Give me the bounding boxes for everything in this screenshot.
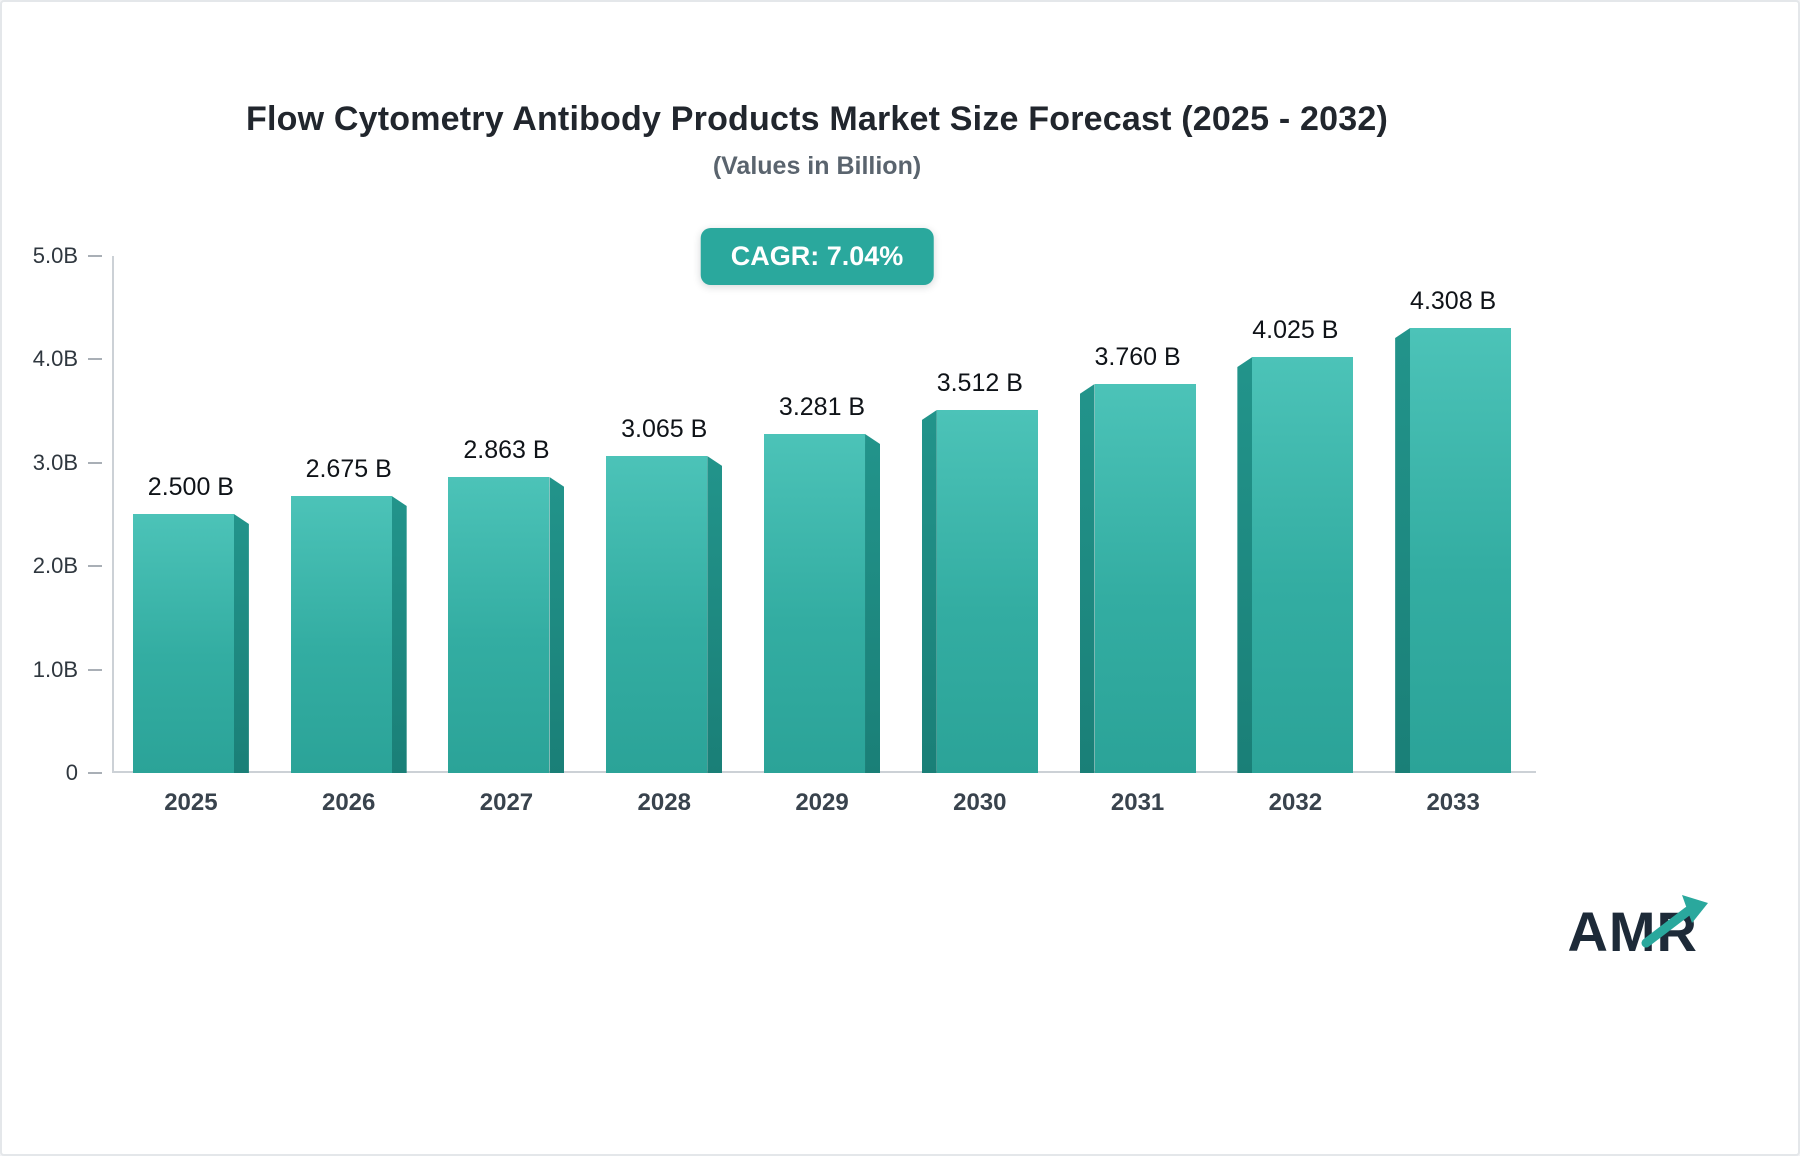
bar-side-shade [233,514,249,773]
y-axis-tick-mark [88,461,102,464]
chart-subtitle: (Values in Billion) [712,152,922,180]
y-axis-tick-label: 4.0B [32,346,78,372]
bar-face [606,456,708,773]
bar-value-label: 3.760 B [1094,343,1181,371]
bar-2033[interactable] [1395,328,1512,773]
bar-group-2029: 3.281 B 2029 [743,256,901,816]
y-axis-tick-label: 2.0B [32,553,78,579]
y-axis-tick-mark [88,772,102,774]
bar-side-shade [865,434,881,773]
x-axis-label: 2029 [795,789,849,816]
bar-value-label: 2.675 B [305,455,392,483]
bar-2031[interactable] [1079,384,1196,773]
bar-face [1410,328,1512,773]
y-axis-tick-mark [88,565,102,568]
y-axis-tick-label: 1.0B [32,656,78,682]
bar-2028[interactable] [606,456,723,773]
bar-face [1252,357,1354,773]
amr-logo-text: AMR [1567,900,1698,963]
bar-group-2031: 3.760 B 2031 [1059,256,1217,816]
bar-value-label: 3.512 B [936,369,1023,397]
y-axis-tick-mark [88,668,102,671]
bar-side-shade [921,410,937,773]
bar-side-shade [549,477,565,773]
bar-face [764,434,866,773]
bar-group-2032: 4.025 B 2032 [1216,256,1374,816]
y-axis-tick-mark [88,255,102,257]
bar-2029[interactable] [764,434,881,773]
bar-value-label: 2.500 B [147,473,234,501]
x-axis-label: 2028 [637,789,691,816]
y-axis-tick-label: 3.0B [32,449,78,475]
bar-side-shade [1079,384,1095,773]
bar-face [290,496,392,773]
plot-area: 2.500 B 2025 2.675 B 2026 2.863 B 2027 3.065 B… [33,243,1532,816]
x-axis-label: 2030 [953,789,1007,816]
y-axis-tick-label: 5.0B [32,243,78,268]
bar-value-label: 3.065 B [621,415,708,443]
bar-face [448,477,550,773]
bar-side-shade [391,496,407,773]
bar-2030[interactable] [921,410,1038,773]
x-axis-label: 2026 [321,789,376,816]
x-axis-label: 2027 [479,789,534,816]
bar-value-label: 4.308 B [1410,287,1497,315]
x-axis-label: 2033 [1426,789,1480,816]
bar-2027[interactable] [448,477,565,773]
bar-face [936,410,1038,773]
bar-side-shade [1237,357,1253,773]
growth-arrow-icon [1641,895,1708,948]
y-axis-tick-label: 0 [65,760,78,785]
y-axis-line [112,256,114,773]
bar-2032[interactable] [1237,357,1354,773]
chart-title: Flow Cytometry Antibody Products Market … [245,100,1388,138]
bar-group-2027: 2.863 B 2027 [428,256,586,816]
bar-group-2033: 4.308 B 2033 [1374,256,1532,816]
x-axis-label: 2025 [164,789,218,816]
x-axis-label: 2031 [1110,789,1165,816]
bar-face [132,514,234,773]
bar-2025[interactable] [132,514,249,773]
y-axis-tick-mark [88,358,102,361]
bar-group-2028: 3.065 B 2028 [585,256,743,816]
bar-value-label: 2.863 B [463,436,550,464]
amr-logo: AMR [1567,895,1708,964]
bar-side-shade [1395,328,1411,773]
bar-2026[interactable] [290,496,407,773]
bar-group-2030: 3.512 B 2030 [901,256,1059,816]
cagr-badge: CAGR: 7.04% [700,228,934,285]
bar-value-label: 4.025 B [1252,316,1339,344]
bar-value-label: 3.281 B [778,393,866,421]
bar-face [1094,384,1196,773]
bar-side-shade [707,456,723,773]
bar-group-2025: 2.500 B 2025 [112,256,270,816]
x-axis-label: 2032 [1268,789,1323,816]
bar-group-2026: 2.675 B 2026 [270,256,428,816]
